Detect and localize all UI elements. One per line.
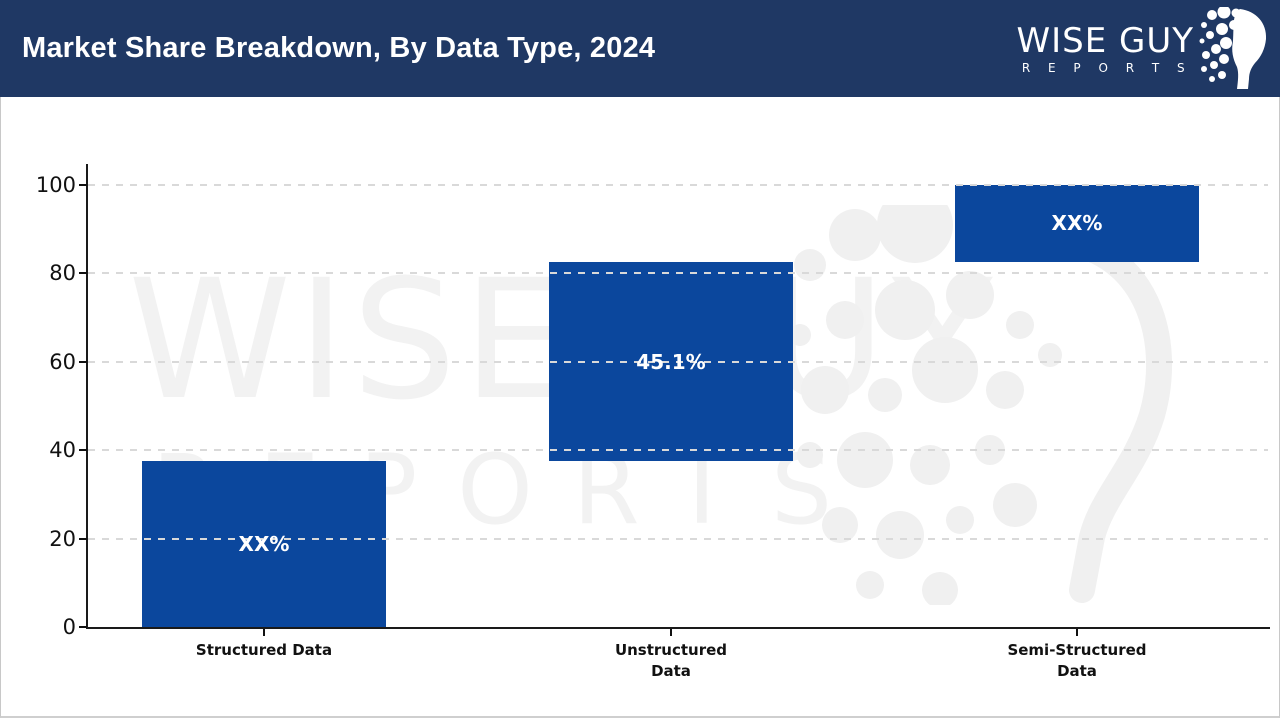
x-tick-unstructured-data bbox=[670, 629, 672, 636]
gridline-60 bbox=[88, 360, 1268, 363]
y-tick-40 bbox=[79, 449, 87, 452]
bar-value-label-unstructured-data: 45.1% bbox=[636, 349, 706, 374]
bar-semi-structured-data bbox=[955, 185, 1199, 262]
y-tick-100 bbox=[79, 184, 87, 186]
x-tick-semi-structured-data bbox=[1076, 629, 1078, 636]
gridline-100 bbox=[88, 184, 1268, 186]
brand-logo: WISE GUY R E P O R T S bbox=[1016, 6, 1270, 91]
brand-logo-text: WISE GUY R E P O R T S bbox=[1016, 24, 1194, 74]
dotted-face-icon bbox=[1199, 6, 1267, 89]
x-tick-structured-data bbox=[263, 629, 265, 636]
brand-subtitle: R E P O R T S bbox=[1021, 60, 1192, 75]
brand-name: WISE GUY bbox=[1016, 20, 1194, 61]
gridline-40 bbox=[88, 449, 1268, 452]
y-tick-80 bbox=[79, 272, 87, 275]
bar-value-label-semi-structured-data: XX% bbox=[1051, 211, 1103, 236]
y-tick-label-80: 80 bbox=[49, 261, 76, 286]
y-tick-label-0: 0 bbox=[62, 615, 76, 639]
y-tick-60 bbox=[79, 360, 87, 363]
x-category-label-semi-structured-data: Semi-Structured Data bbox=[1007, 641, 1147, 680]
y-tick-0 bbox=[79, 626, 87, 628]
y-tick-label-20: 20 bbox=[49, 526, 76, 551]
y-tick-label-60: 60 bbox=[49, 349, 76, 374]
gridline-20 bbox=[88, 537, 1268, 540]
y-tick-20 bbox=[79, 537, 87, 540]
x-axis-line bbox=[86, 627, 1270, 629]
gridline-80 bbox=[88, 272, 1268, 275]
x-category-label-unstructured-data: Unstructured Data bbox=[614, 641, 728, 680]
bar-value-label-structured-data: XX% bbox=[238, 532, 290, 557]
bar-structured-data bbox=[142, 461, 386, 627]
y-tick-label-100: 100 bbox=[35, 173, 76, 197]
header-bar: Market Share Breakdown, By Data Type, 20… bbox=[0, 0, 1280, 97]
x-category-label-structured-data: Structured Data bbox=[195, 641, 333, 659]
y-tick-label-40: 40 bbox=[49, 438, 76, 463]
page-title: Market Share Breakdown, By Data Type, 20… bbox=[22, 32, 656, 64]
y-axis-line bbox=[86, 164, 88, 629]
watermark-dotted-face bbox=[789, 205, 1173, 605]
